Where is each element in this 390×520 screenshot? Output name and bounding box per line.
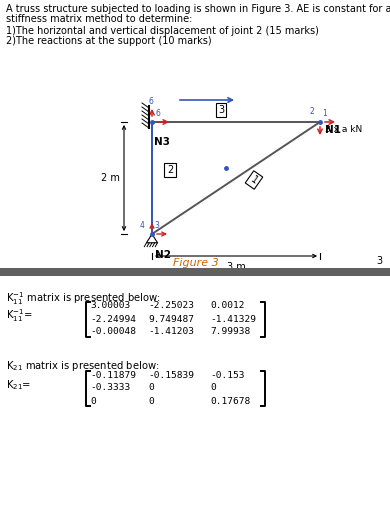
- Text: N2: N2: [155, 250, 171, 260]
- Text: 2 m: 2 m: [101, 173, 120, 183]
- Text: Figure 3: Figure 3: [173, 258, 219, 268]
- Text: 7.99938: 7.99938: [210, 328, 250, 336]
- Text: $\mathregular{K_{11}^{-1}}$=: $\mathregular{K_{11}^{-1}}$=: [6, 308, 33, 324]
- Text: $\mathregular{K_{21}}$ matrix is presented below:: $\mathregular{K_{21}}$ matrix is present…: [6, 359, 160, 373]
- Text: 0: 0: [148, 384, 154, 393]
- Text: 3: 3: [218, 105, 224, 115]
- Text: -2.24994: -2.24994: [90, 315, 136, 323]
- Text: 3: 3: [154, 221, 159, 230]
- Text: -0.153: -0.153: [210, 370, 245, 380]
- Text: N1: N1: [325, 125, 341, 135]
- Text: 3.00003: 3.00003: [90, 302, 130, 310]
- Text: -1.41203: -1.41203: [148, 328, 194, 336]
- Text: 3: 3: [376, 256, 382, 266]
- Text: 1: 1: [248, 174, 259, 186]
- Text: $\mathregular{K_{21}}$=: $\mathregular{K_{21}}$=: [6, 378, 31, 392]
- Text: 9.749487: 9.749487: [148, 315, 194, 323]
- Text: 2: 2: [167, 165, 173, 175]
- Text: 4: 4: [139, 221, 144, 230]
- Text: N3: N3: [154, 137, 170, 147]
- Text: 6: 6: [149, 97, 153, 106]
- Text: 3 m: 3 m: [227, 262, 245, 272]
- Text: -0.3333: -0.3333: [90, 384, 130, 393]
- Text: A truss structure subjected to loading is shown in Figure 3. AE is constant for : A truss structure subjected to loading i…: [6, 4, 390, 14]
- Text: 1: 1: [322, 109, 327, 118]
- Text: 6: 6: [155, 109, 160, 118]
- Text: -0.00048: -0.00048: [90, 328, 136, 336]
- Text: 0.17678: 0.17678: [210, 396, 250, 406]
- Text: 3 x a kN: 3 x a kN: [325, 125, 362, 135]
- Text: -0.11879: -0.11879: [90, 370, 136, 380]
- Text: stiffness matrix method to determine:: stiffness matrix method to determine:: [6, 14, 192, 24]
- Text: -1.41329: -1.41329: [210, 315, 256, 323]
- Text: 0.0012: 0.0012: [210, 302, 245, 310]
- Text: 0: 0: [210, 384, 216, 393]
- Text: 0: 0: [148, 396, 154, 406]
- Bar: [0, 268, 390, 276]
- Text: $\mathregular{K_{11}^{-1}}$ matrix is presented below:: $\mathregular{K_{11}^{-1}}$ matrix is pr…: [6, 290, 161, 307]
- Text: 1)The horizontal and vertical displacement of joint 2 (15 marks): 1)The horizontal and vertical displaceme…: [6, 26, 319, 36]
- Text: -0.15839: -0.15839: [148, 370, 194, 380]
- Text: 2: 2: [309, 107, 314, 116]
- Text: 0: 0: [90, 396, 96, 406]
- Text: -2.25023: -2.25023: [148, 302, 194, 310]
- Text: 2)The reactions at the support (10 marks): 2)The reactions at the support (10 marks…: [6, 36, 212, 46]
